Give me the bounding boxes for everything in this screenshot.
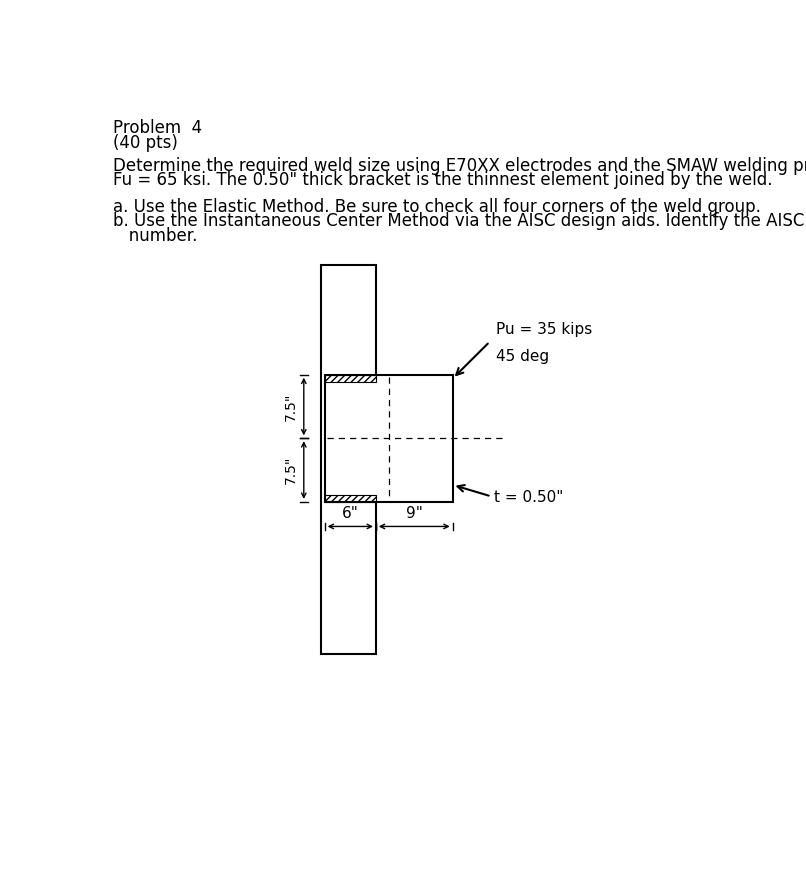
Text: 45 deg: 45 deg	[496, 350, 549, 364]
Text: number.: number.	[113, 227, 197, 245]
Text: 7.5": 7.5"	[284, 392, 297, 421]
Text: Pu = 35 kips: Pu = 35 kips	[496, 322, 592, 337]
Bar	[325, 375, 376, 382]
Bar	[321, 264, 376, 653]
Text: 6": 6"	[342, 506, 359, 521]
Text: 7.5": 7.5"	[284, 456, 297, 484]
Bar	[325, 495, 376, 502]
Text: 9": 9"	[405, 506, 422, 521]
Text: Problem  4: Problem 4	[113, 119, 202, 137]
Text: (40 pts): (40 pts)	[113, 134, 178, 152]
Text: b. Use the Instantaneous Center Method via the AISC design aids. Identify the AI: b. Use the Instantaneous Center Method v…	[113, 213, 806, 231]
Text: Determine the required weld size using E70XX electrodes and the SMAW welding pro: Determine the required weld size using E…	[113, 157, 806, 174]
Text: Fu = 65 ksi. The 0.50" thick bracket is the thinnest element joined by the weld.: Fu = 65 ksi. The 0.50" thick bracket is …	[113, 172, 773, 190]
Text: t = 0.50": t = 0.50"	[494, 490, 564, 506]
Bar	[325, 375, 453, 502]
Text: a. Use the Elastic Method. Be sure to check all four corners of the weld group.: a. Use the Elastic Method. Be sure to ch…	[113, 198, 761, 215]
